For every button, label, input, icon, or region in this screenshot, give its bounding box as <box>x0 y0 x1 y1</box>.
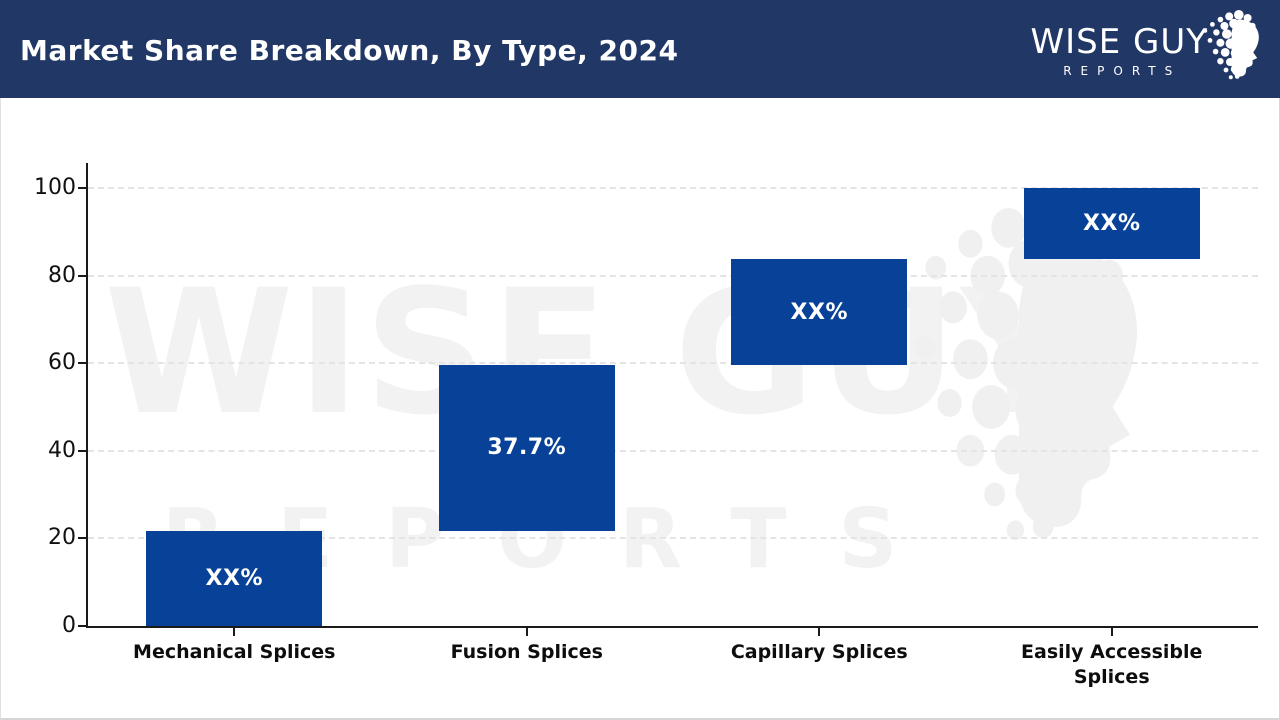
x-axis-tick <box>1110 628 1113 636</box>
x-axis-tick <box>818 628 821 636</box>
x-axis-tick <box>233 628 236 636</box>
y-axis-tick <box>78 187 87 189</box>
bar-segment: 37.7% <box>438 365 615 531</box>
gridline <box>88 449 1258 452</box>
x-axis-category-label: Capillary Splices <box>730 641 908 663</box>
x-axis-line <box>86 626 1258 628</box>
y-axis-tick <box>78 449 87 452</box>
bar-value-label: 37.7% <box>487 435 567 461</box>
brand-logo-text: WISE GUY REPORTS <box>1030 22 1208 78</box>
y-axis-tick-label: 40 <box>48 437 76 463</box>
y-axis-tick-label: 20 <box>48 525 76 551</box>
gridline <box>88 187 1258 189</box>
y-axis-tick-label: 80 <box>48 262 76 288</box>
x-axis-category-label: Fusion Splices <box>450 641 603 663</box>
gridline <box>88 362 1258 365</box>
bar-value-label: XX% <box>1083 211 1141 237</box>
x-axis-category-label: Easily Accessible Splices <box>1021 641 1203 688</box>
y-axis-tick-label: 100 <box>34 175 76 200</box>
header-bar: Market Share Breakdown, By Type, 2024 WI… <box>0 0 1280 98</box>
y-axis-tick-label: 0 <box>62 613 76 638</box>
y-axis-tick <box>78 362 87 365</box>
x-axis-tick <box>525 628 528 636</box>
brand-subtext: REPORTS <box>1063 64 1182 78</box>
bar-segment: XX% <box>146 530 323 626</box>
y-axis-tick-label: 60 <box>48 350 76 376</box>
y-axis-line <box>86 163 88 628</box>
brand-wordmark: WISE GUY <box>1030 22 1208 62</box>
page-title: Market Share Breakdown, By Type, 2024 <box>20 34 679 67</box>
bar-segment: XX% <box>1023 188 1200 260</box>
bar-value-label: XX% <box>205 565 263 591</box>
bar-value-label: XX% <box>790 299 848 325</box>
x-axis-category-label: Mechanical Splices <box>133 641 336 663</box>
gridline <box>88 274 1258 277</box>
y-axis-tick <box>78 274 87 277</box>
y-axis-tick <box>78 625 87 627</box>
brand-logo: WISE GUY REPORTS <box>1030 6 1266 94</box>
y-axis-tick <box>78 537 87 540</box>
bar-segment: XX% <box>731 259 908 366</box>
gridline <box>88 537 1258 540</box>
wiseguy-face-icon <box>1203 10 1259 80</box>
